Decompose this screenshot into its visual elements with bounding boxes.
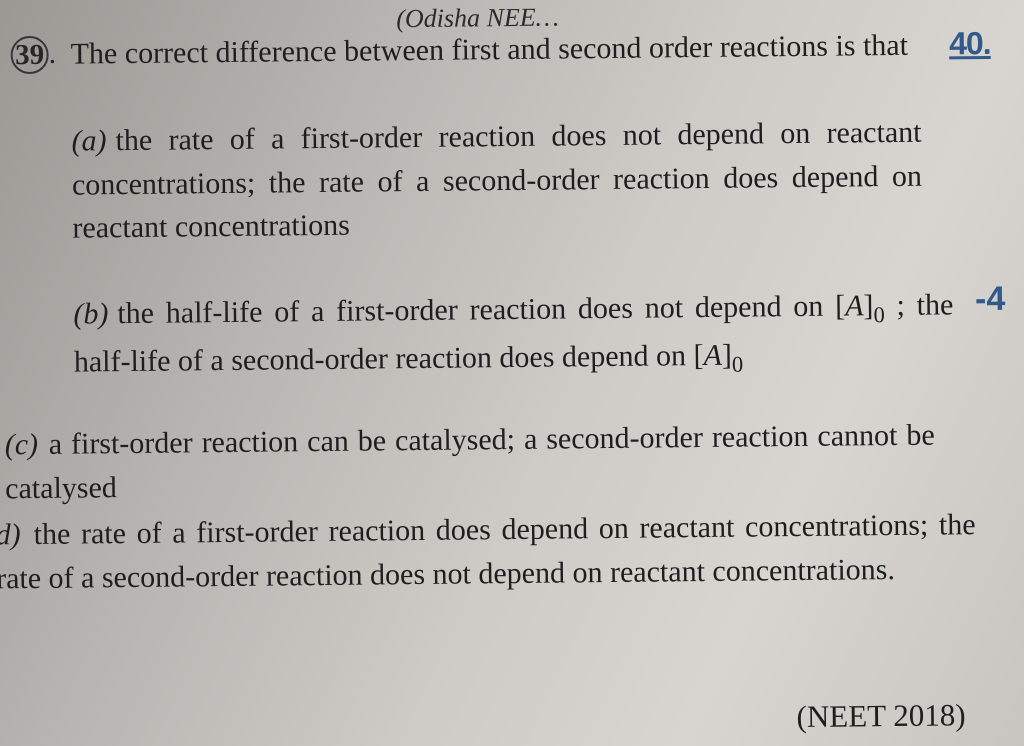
margin-question-number-handwritten: 40. xyxy=(949,25,991,62)
question-stem: The correct difference between first and… xyxy=(70,24,920,76)
option-b-text-pre: the half-life of a first-order reaction … xyxy=(117,290,835,331)
option-b-symbol-A0-second: [A]0 xyxy=(693,338,743,372)
margin-annotation-handwritten: -4 xyxy=(975,280,1006,319)
option-c-label: (c) xyxy=(5,428,39,461)
option-d-label: d) xyxy=(0,518,21,551)
option-b-symbol-A0-first: [A]0 xyxy=(835,289,885,323)
option-b: (b) the half-life of a first-order reacti… xyxy=(73,283,954,387)
option-c-text: a first-order reaction can be catalysed;… xyxy=(5,419,935,505)
option-d: d)the rate of a first-order reaction doe… xyxy=(0,503,976,600)
question-number-dot: . xyxy=(48,38,56,71)
option-a-label: (a) xyxy=(71,124,106,157)
scanned-page: (Odisha NEE… 40. -4 39 . The correct dif… xyxy=(0,0,1024,746)
option-d-text: the rate of a first-order reaction does … xyxy=(0,508,976,595)
option-a: (a)the rate of a first-order reaction do… xyxy=(71,111,922,250)
question-number-circled: 39 xyxy=(10,36,48,74)
option-c: (c)a first-order reaction can be catalys… xyxy=(4,414,935,511)
option-a-text: the rate of a first-order reaction does … xyxy=(72,116,922,245)
question-source: (NEET 2018) xyxy=(796,697,965,735)
option-b-label: (b) xyxy=(73,297,108,330)
